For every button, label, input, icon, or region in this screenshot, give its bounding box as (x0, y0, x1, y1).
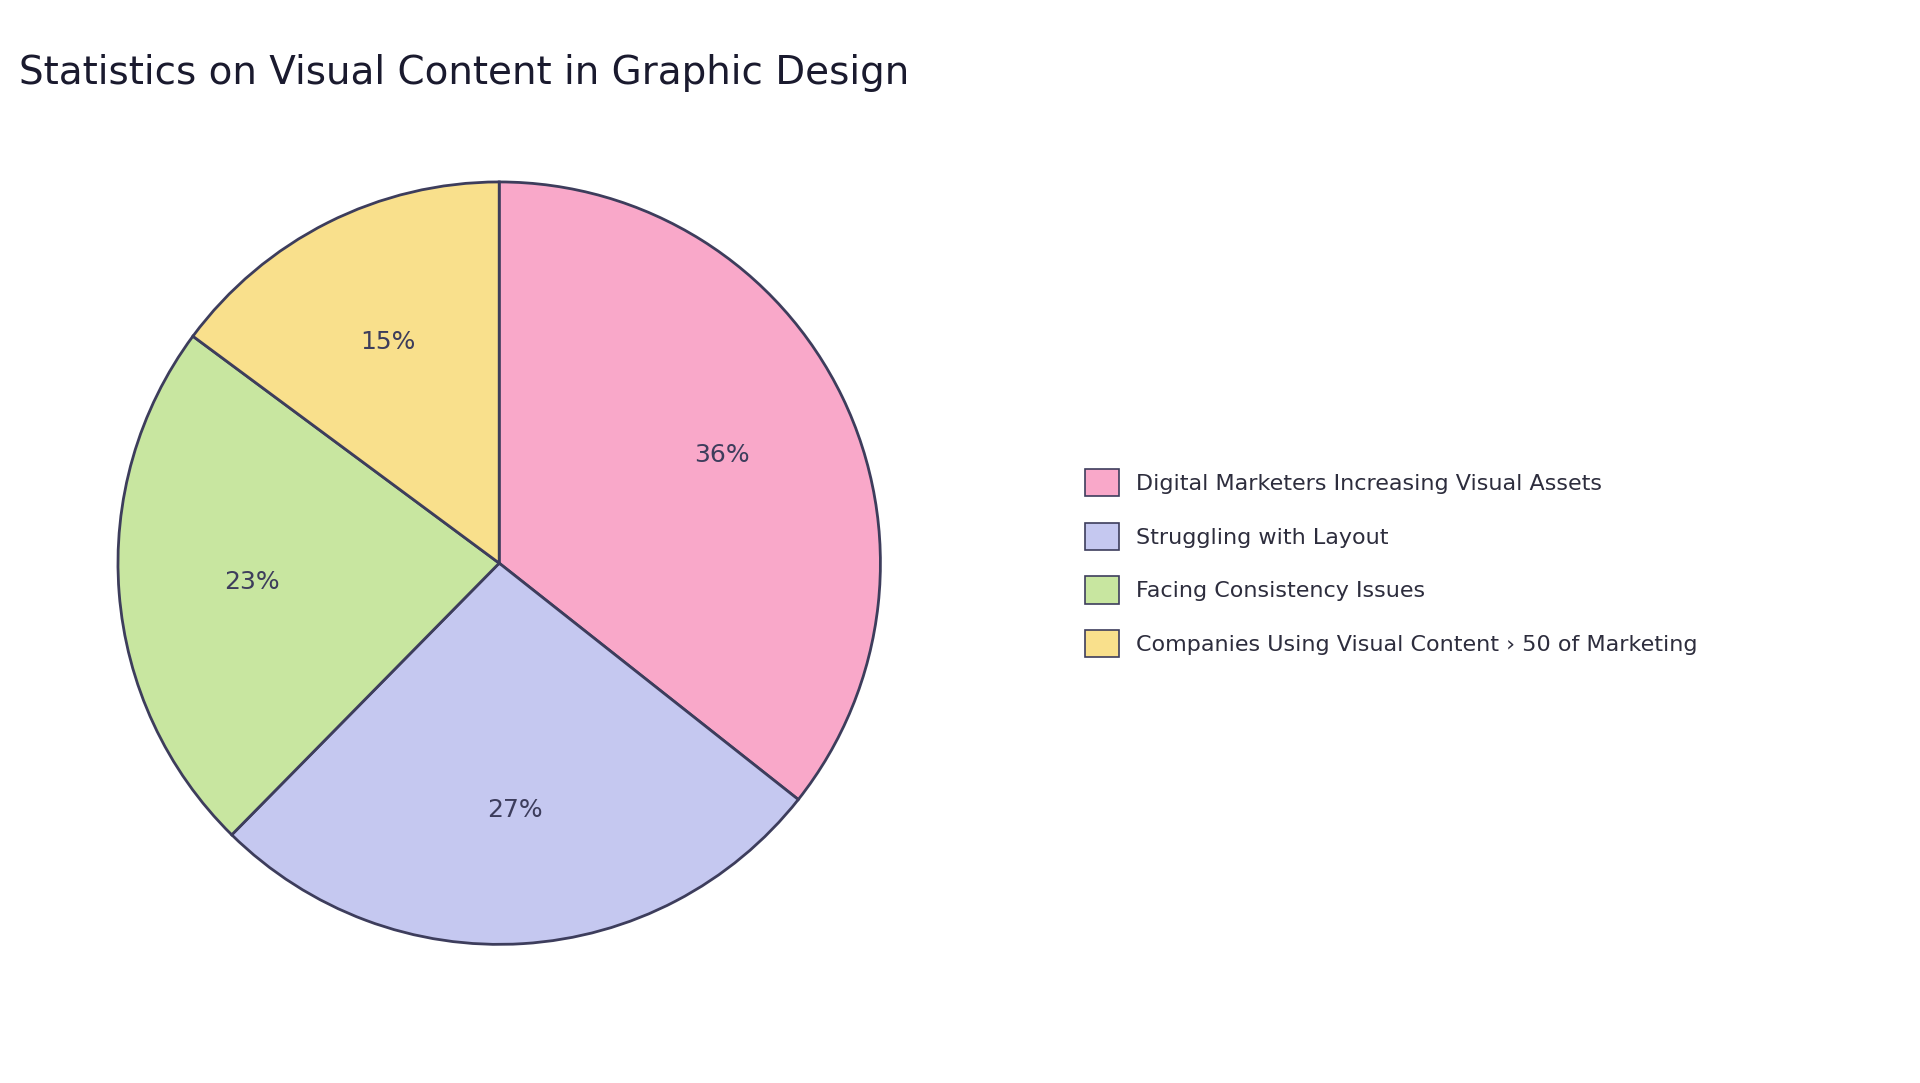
Text: 36%: 36% (695, 443, 751, 467)
Legend: Digital Marketers Increasing Visual Assets, Struggling with Layout, Facing Consi: Digital Marketers Increasing Visual Asse… (1064, 446, 1720, 680)
Text: Statistics on Visual Content in Graphic Design: Statistics on Visual Content in Graphic … (19, 54, 910, 92)
Text: 15%: 15% (361, 330, 415, 354)
Wedge shape (192, 182, 499, 563)
Text: 27%: 27% (488, 798, 543, 822)
Text: 23%: 23% (225, 571, 280, 595)
Wedge shape (232, 563, 799, 944)
Wedge shape (117, 336, 499, 835)
Wedge shape (499, 182, 881, 799)
